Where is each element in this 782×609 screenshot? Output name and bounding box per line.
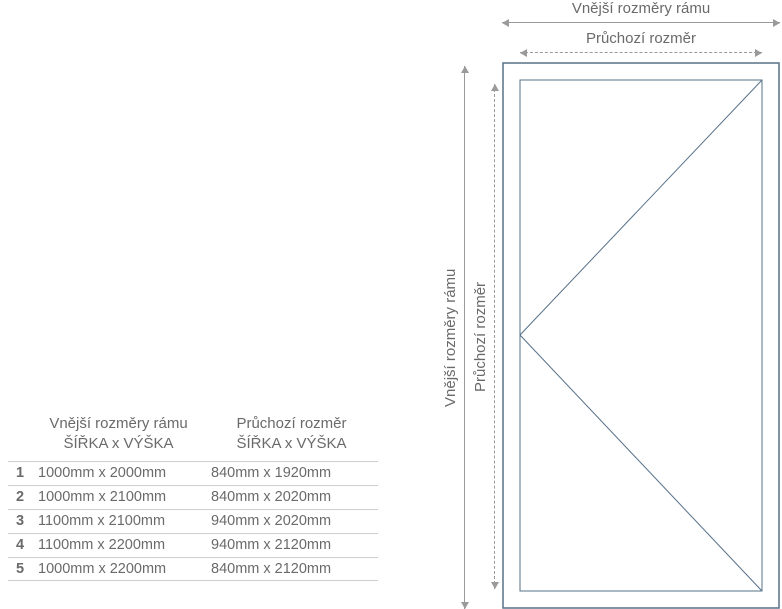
label-inner-width: Průchozí rozměr	[520, 30, 762, 47]
table-header-inner: Průchozí rozměr ŠÍŘKA x VÝŠKA	[205, 414, 378, 455]
dim-line-inner-width	[520, 52, 762, 53]
table-header-outer: Vnější rozměry rámu ŠÍŘKA x VÝŠKA	[32, 414, 205, 455]
row-index: 1	[8, 465, 32, 481]
header-inner-line2: ŠÍŘKA x VÝŠKA	[205, 434, 378, 454]
dim-line-outer-width	[502, 22, 780, 23]
row-index: 2	[8, 489, 32, 505]
header-inner-line1: Průchozí rozměr	[205, 414, 378, 434]
label-outer-height: Vnější rozměry rámu	[442, 66, 462, 609]
row-inner-dim: 840mm x 1920mm	[205, 465, 378, 481]
row-inner-dim: 840mm x 2020mm	[205, 489, 378, 505]
header-outer-line1: Vnější rozměry rámu	[32, 414, 205, 434]
page-root: Vnější rozměry rámu ŠÍŘKA x VÝŠKA Průcho…	[0, 0, 782, 609]
row-inner-dim: 940mm x 2120mm	[205, 537, 378, 553]
row-outer-dim: 1100mm x 2200mm	[32, 537, 205, 553]
row-inner-dim: 940mm x 2020mm	[205, 513, 378, 529]
door-frame-drawing	[502, 62, 780, 609]
row-index: 4	[8, 537, 32, 553]
row-outer-dim: 1000mm x 2100mm	[32, 489, 205, 505]
table-header-index	[8, 414, 32, 455]
label-outer-width: Vnější rozměry rámu	[502, 0, 780, 17]
label-inner-height: Průchozí rozměr	[472, 84, 492, 589]
table-row: 51000mm x 2200mm840mm x 2120mm	[8, 557, 378, 581]
door-diagram: Vnější rozměry rámu Průchozí rozměr Vněj…	[442, 0, 780, 609]
header-outer-line2: ŠÍŘKA x VÝŠKA	[32, 434, 205, 454]
table-header: Vnější rozměry rámu ŠÍŘKA x VÝŠKA Průcho…	[8, 414, 378, 455]
table-row: 21000mm x 2100mm840mm x 2020mm	[8, 485, 378, 509]
dim-line-inner-height	[494, 84, 495, 589]
table-row: 11000mm x 2000mm840mm x 1920mm	[8, 461, 378, 485]
row-outer-dim: 1000mm x 2000mm	[32, 465, 205, 481]
row-inner-dim: 840mm x 2120mm	[205, 561, 378, 577]
table-body: 11000mm x 2000mm840mm x 1920mm21000mm x …	[8, 461, 378, 581]
door-svg	[502, 62, 780, 609]
table-row: 31100mm x 2100mm940mm x 2020mm	[8, 509, 378, 533]
row-outer-dim: 1000mm x 2200mm	[32, 561, 205, 577]
dimensions-table: Vnější rozměry rámu ŠÍŘKA x VÝŠKA Průcho…	[8, 414, 378, 581]
row-index: 3	[8, 513, 32, 529]
dim-line-outer-height	[464, 66, 465, 609]
row-index: 5	[8, 561, 32, 577]
row-outer-dim: 1100mm x 2100mm	[32, 513, 205, 529]
table-row: 41100mm x 2200mm940mm x 2120mm	[8, 533, 378, 557]
